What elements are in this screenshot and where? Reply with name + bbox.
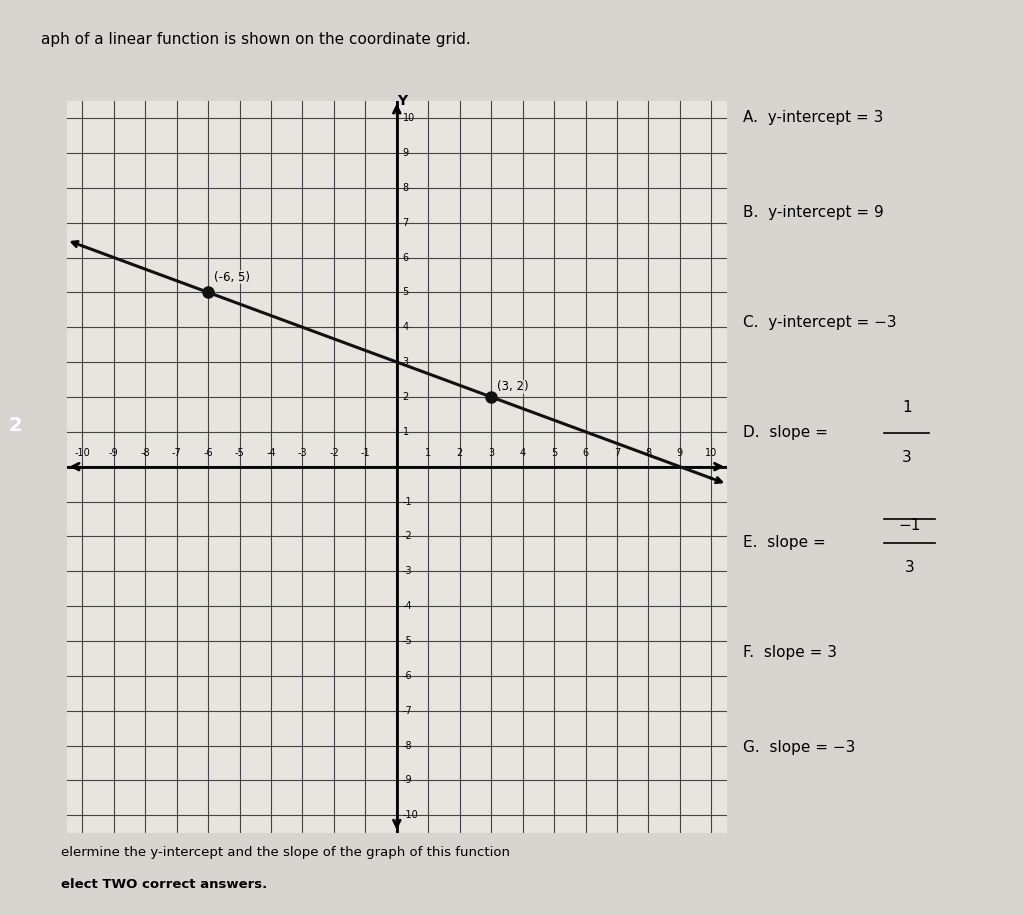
Text: -3: -3 [298, 448, 307, 458]
Text: D.  slope =: D. slope = [743, 425, 834, 440]
Text: Y: Y [397, 93, 408, 108]
Text: 9: 9 [402, 148, 409, 158]
Text: F.  slope = 3: F. slope = 3 [743, 645, 838, 661]
Text: C.  y-intercept = −3: C. y-intercept = −3 [743, 315, 897, 330]
Text: 6: 6 [402, 253, 409, 263]
Text: 3: 3 [904, 560, 914, 576]
Text: -9: -9 [109, 448, 119, 458]
Text: -5: -5 [234, 448, 245, 458]
Text: 2: 2 [457, 448, 463, 458]
Text: 1: 1 [402, 426, 409, 436]
Text: E.  slope =: E. slope = [743, 535, 831, 550]
Text: G.  slope = −3: G. slope = −3 [743, 740, 856, 755]
Text: 2: 2 [402, 392, 409, 402]
Text: -7: -7 [172, 448, 181, 458]
Text: 5: 5 [402, 287, 409, 297]
Text: 3: 3 [402, 357, 409, 367]
Text: elect TWO correct answers.: elect TWO correct answers. [61, 878, 267, 891]
Text: elermine the y-intercept and the slope of the graph of this function: elermine the y-intercept and the slope o… [61, 846, 510, 859]
Text: -10: -10 [402, 810, 418, 820]
Text: aph of a linear function is shown on the coordinate grid.: aph of a linear function is shown on the… [41, 32, 471, 47]
Text: 4: 4 [402, 322, 409, 332]
Text: -10: -10 [75, 448, 90, 458]
Text: B.  y-intercept = 9: B. y-intercept = 9 [743, 205, 884, 220]
Text: 9: 9 [677, 448, 683, 458]
Text: 3: 3 [488, 448, 495, 458]
Text: -8: -8 [402, 740, 412, 750]
Text: (3, 2): (3, 2) [498, 381, 529, 393]
Text: 8: 8 [402, 183, 409, 193]
Text: 4: 4 [519, 448, 525, 458]
Text: -4: -4 [402, 601, 412, 611]
Text: -2: -2 [402, 532, 413, 542]
Text: -1: -1 [360, 448, 370, 458]
Text: -6: -6 [402, 671, 412, 681]
Text: -9: -9 [402, 775, 412, 785]
Text: 1: 1 [425, 448, 431, 458]
Text: 10: 10 [402, 113, 415, 124]
Text: -8: -8 [140, 448, 150, 458]
Text: (-6, 5): (-6, 5) [214, 271, 251, 284]
Text: 2: 2 [8, 416, 23, 435]
Text: -4: -4 [266, 448, 275, 458]
Text: 10: 10 [706, 448, 718, 458]
Text: 6: 6 [583, 448, 589, 458]
Text: 5: 5 [551, 448, 557, 458]
Text: 7: 7 [402, 218, 409, 228]
Text: -7: -7 [402, 705, 413, 716]
Text: -6: -6 [204, 448, 213, 458]
Text: -2: -2 [329, 448, 339, 458]
Text: -3: -3 [402, 566, 412, 576]
Text: −1: −1 [898, 518, 921, 533]
Text: 7: 7 [613, 448, 621, 458]
Text: -5: -5 [402, 636, 413, 646]
Text: 8: 8 [645, 448, 651, 458]
Text: -1: -1 [402, 497, 412, 507]
Text: A.  y-intercept = 3: A. y-intercept = 3 [743, 111, 884, 125]
Text: 3: 3 [902, 450, 911, 465]
Text: 1: 1 [902, 400, 911, 415]
